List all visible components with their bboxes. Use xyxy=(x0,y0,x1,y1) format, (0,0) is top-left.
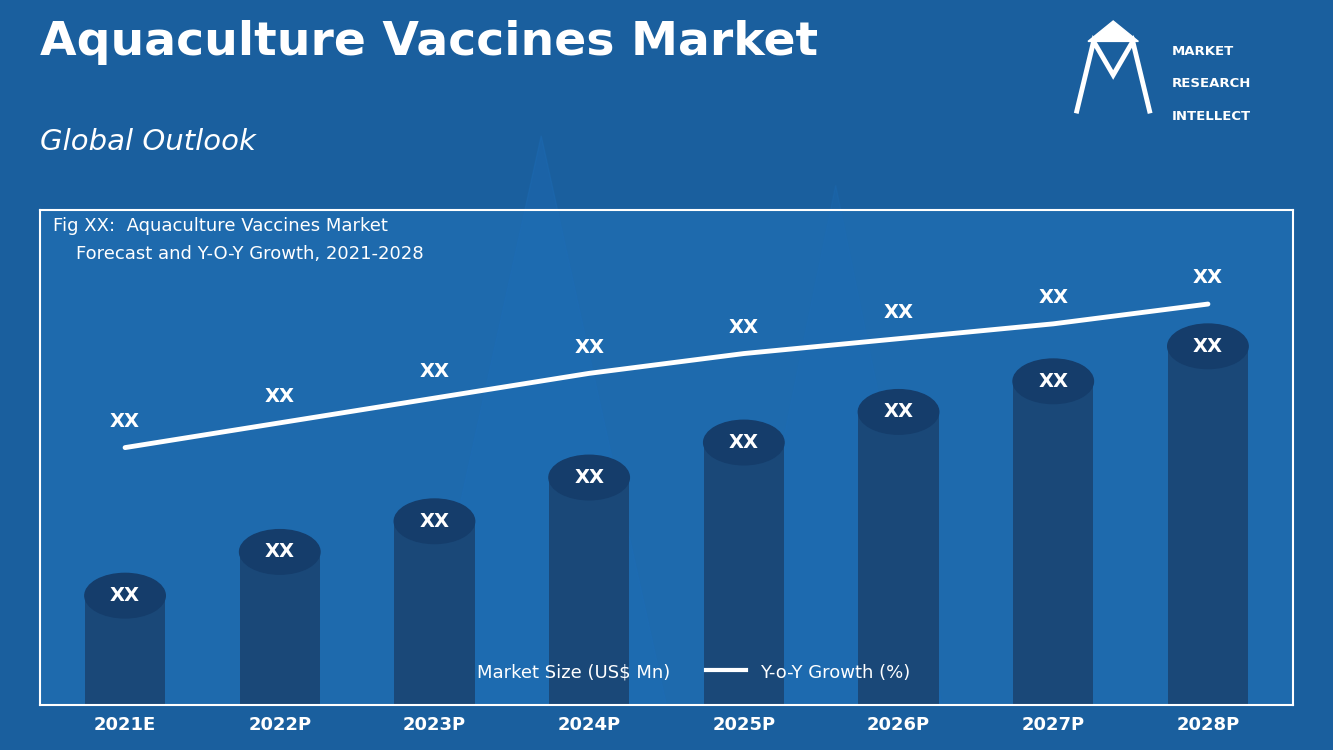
Text: MARKET: MARKET xyxy=(1172,45,1234,58)
Legend: Market Size (US$ Mn), Y-o-Y Growth (%): Market Size (US$ Mn), Y-o-Y Growth (%) xyxy=(413,653,920,691)
Text: XX: XX xyxy=(884,303,913,322)
Text: XX: XX xyxy=(729,433,758,452)
Bar xyxy=(1013,381,1093,705)
Text: XX: XX xyxy=(1193,337,1222,356)
Text: XX: XX xyxy=(420,512,449,531)
Text: XX: XX xyxy=(1038,372,1068,391)
Bar xyxy=(549,478,629,705)
Text: XX: XX xyxy=(111,412,140,431)
Text: XX: XX xyxy=(265,387,295,406)
Polygon shape xyxy=(729,185,942,705)
Ellipse shape xyxy=(85,573,165,618)
Polygon shape xyxy=(1088,21,1138,41)
Text: Forecast and Y-O-Y Growth, 2021-2028: Forecast and Y-O-Y Growth, 2021-2028 xyxy=(52,244,423,262)
Polygon shape xyxy=(416,136,666,705)
Ellipse shape xyxy=(1168,324,1248,368)
Text: RESEARCH: RESEARCH xyxy=(1172,77,1252,91)
Bar xyxy=(704,442,784,705)
Ellipse shape xyxy=(858,390,938,434)
Ellipse shape xyxy=(549,455,629,500)
Bar xyxy=(240,552,320,705)
Ellipse shape xyxy=(704,420,784,465)
Text: XX: XX xyxy=(575,338,604,357)
Ellipse shape xyxy=(1013,359,1093,404)
Text: XX: XX xyxy=(265,542,295,562)
Text: INTELLECT: INTELLECT xyxy=(1172,110,1252,123)
Text: XX: XX xyxy=(884,403,913,422)
Bar xyxy=(85,596,165,705)
Text: XX: XX xyxy=(1038,288,1068,308)
Bar xyxy=(1168,346,1248,705)
Ellipse shape xyxy=(395,499,475,544)
Text: XX: XX xyxy=(729,318,758,337)
Text: XX: XX xyxy=(420,362,449,382)
Text: Global Outlook: Global Outlook xyxy=(40,128,256,155)
Text: Aquaculture Vaccines Market: Aquaculture Vaccines Market xyxy=(40,20,818,65)
Bar xyxy=(858,412,938,705)
Text: Fig XX:  Aquaculture Vaccines Market: Fig XX: Aquaculture Vaccines Market xyxy=(52,217,388,236)
Text: XX: XX xyxy=(575,468,604,487)
Text: XX: XX xyxy=(111,586,140,605)
Ellipse shape xyxy=(240,530,320,574)
Text: XX: XX xyxy=(1193,268,1222,287)
Bar xyxy=(395,521,475,705)
